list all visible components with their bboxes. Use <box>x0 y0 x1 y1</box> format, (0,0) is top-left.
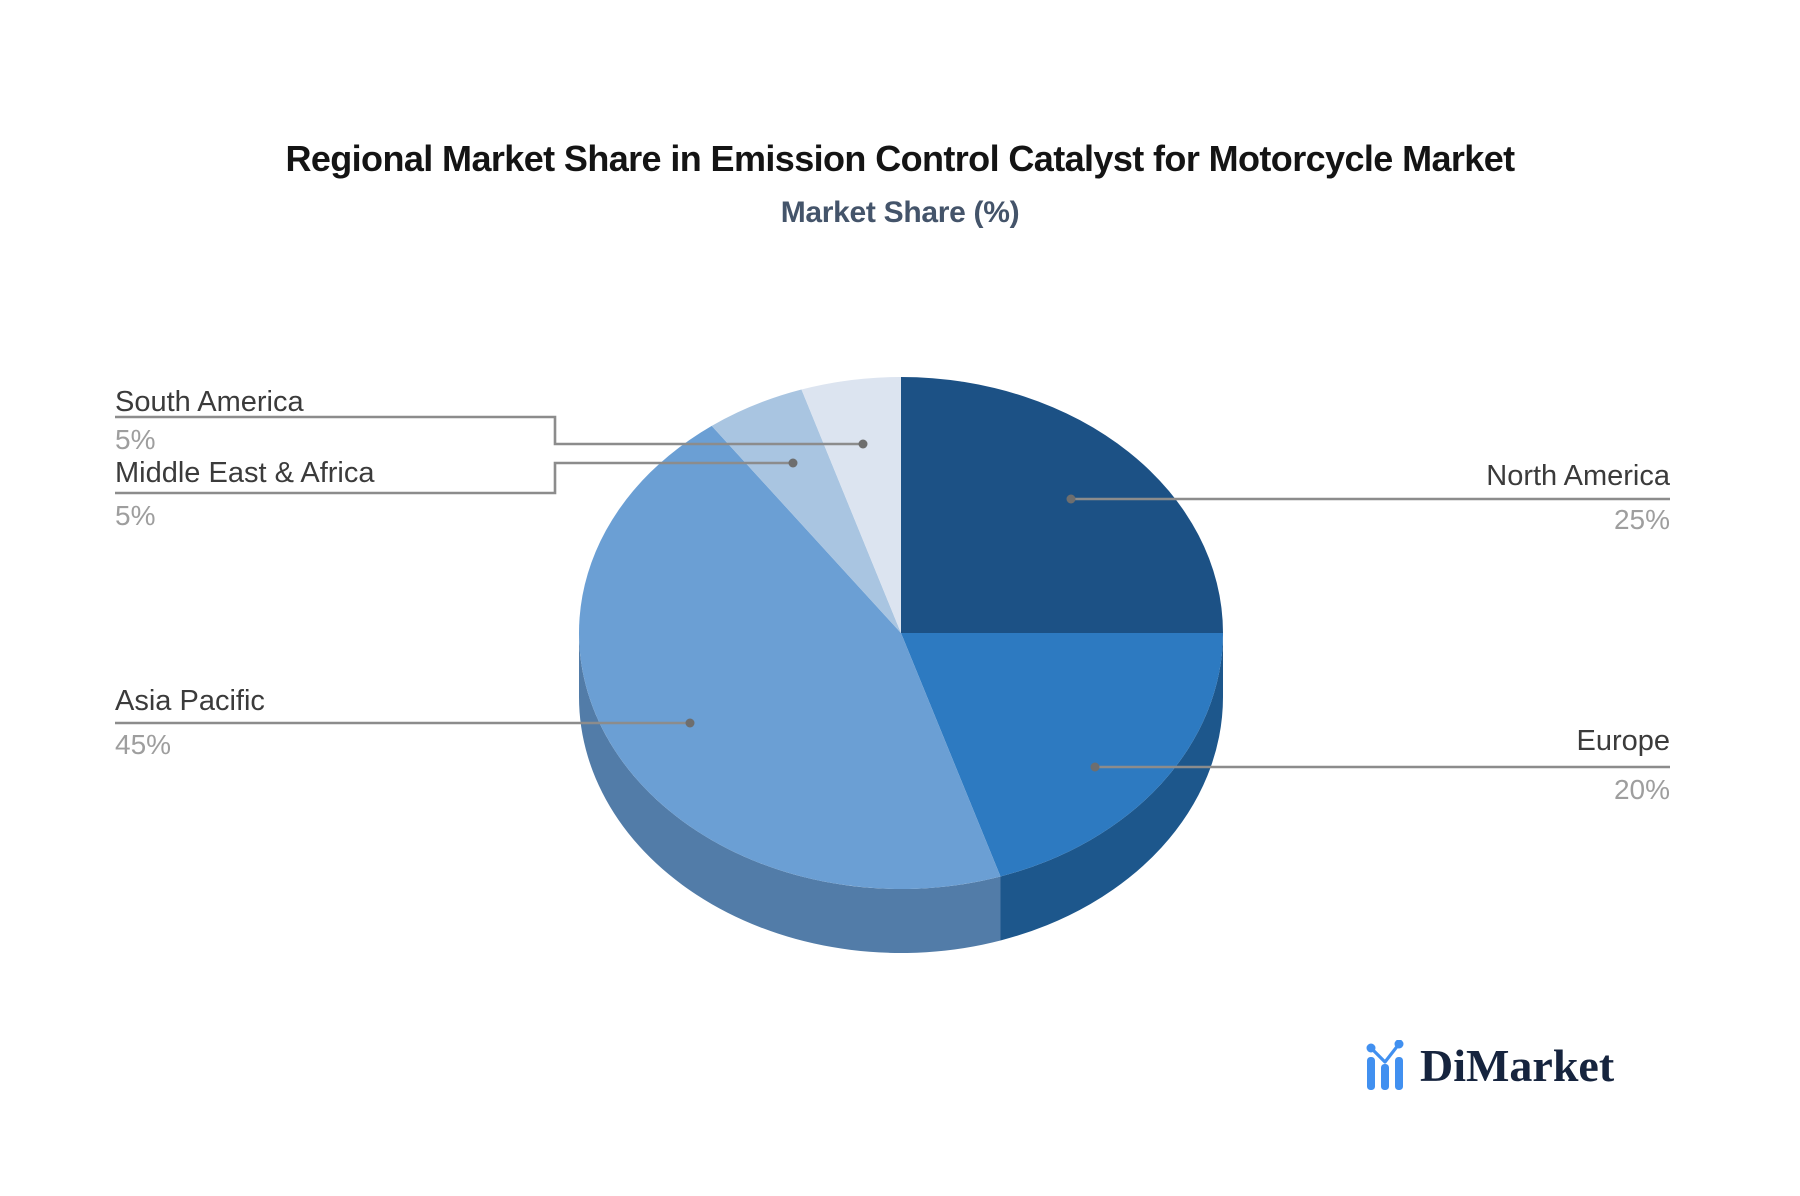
connector-dot-asia-pacific <box>685 718 695 728</box>
connector-line-middle-east-africa <box>115 461 793 495</box>
pie-slice-south-america <box>801 377 901 633</box>
slice-label-south-america: South America <box>115 386 304 418</box>
slice-label-europe: Europe <box>1576 725 1670 757</box>
slice-value-middle-east-africa: 5% <box>115 500 156 531</box>
connector-dot-middle-east-africa <box>788 458 798 468</box>
slice-value-asia-pacific: 45% <box>115 729 172 760</box>
slice-value-south-america: 5% <box>115 424 156 455</box>
slice-value-europe: 20% <box>1613 774 1670 805</box>
pie-slice-europe <box>901 633 1223 877</box>
dimarket-logo-text: DiMarket <box>1420 1040 1615 1091</box>
connector-dot-south-america <box>858 439 868 449</box>
pie-side-asia-pacific <box>579 633 1001 953</box>
connector-dot-north-america <box>1066 494 1076 504</box>
chart-subtitle: Market Share (%) <box>780 196 1020 229</box>
bar-line-chart-icon <box>1366 1040 1404 1090</box>
pie-slice-middle-east-africa <box>711 389 901 633</box>
connector-dot-europe <box>1090 762 1100 772</box>
slice-label-north-america: North America <box>1486 460 1670 492</box>
pie-side-europe <box>1000 633 1223 941</box>
connector-line-south-america <box>115 415 863 446</box>
pie-slice-asia-pacific <box>579 425 1001 889</box>
chart-title: Regional Market Share in Emission Contro… <box>285 138 1515 179</box>
slice-value-north-america: 25% <box>1613 504 1670 535</box>
dimarket-logo: DiMarket <box>1366 1040 1614 1090</box>
slice-label-middle-east-africa: Middle East & Africa <box>115 457 375 489</box>
pie-slice-north-america <box>901 377 1223 633</box>
slice-label-asia-pacific: Asia Pacific <box>115 685 265 717</box>
